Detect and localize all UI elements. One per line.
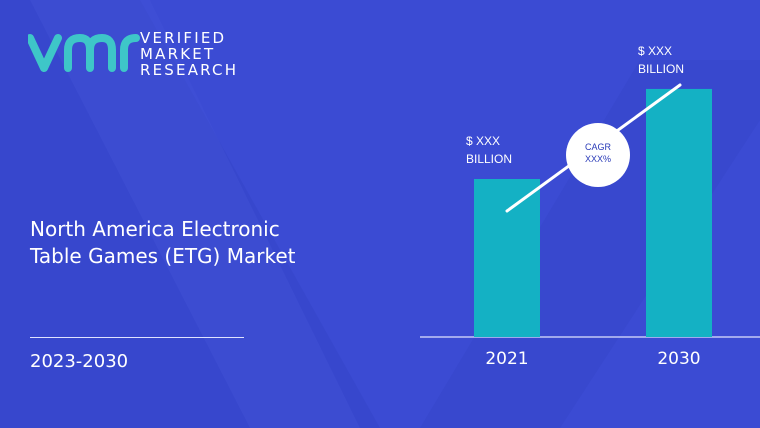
value-label-2021-line-1: $ XXX bbox=[466, 134, 500, 148]
bar-2021 bbox=[474, 179, 540, 337]
bar-2030 bbox=[646, 88, 712, 337]
report-title: North America Electronic Table Games (ET… bbox=[30, 216, 330, 270]
cagr-value: XXX% bbox=[585, 154, 611, 164]
cagr-badge bbox=[566, 123, 630, 187]
vmr-logo-icon bbox=[28, 33, 140, 72]
x-tick-label-2030: 2030 bbox=[657, 349, 700, 369]
brand-line-1: VERIFIED bbox=[140, 29, 227, 47]
brand-line-3: RESEARCH bbox=[140, 61, 239, 79]
report-title-line-1: North America Electronic bbox=[30, 217, 280, 241]
cagr-label: CAGR bbox=[585, 142, 612, 152]
title-divider bbox=[30, 337, 244, 338]
value-label-2030-line-2: BILLION bbox=[638, 62, 684, 76]
report-period: 2023-2030 bbox=[30, 351, 129, 372]
value-label-2030-line-1: $ XXX bbox=[638, 44, 672, 58]
brand-wordmark: VERIFIED MARKET RESEARCH bbox=[140, 30, 238, 78]
value-label-2021-line-2: BILLION bbox=[466, 152, 512, 166]
report-title-line-2: Table Games (ETG) Market bbox=[30, 244, 296, 268]
brand-line-2: MARKET bbox=[140, 45, 216, 63]
x-tick-label-2021: 2021 bbox=[485, 349, 528, 369]
